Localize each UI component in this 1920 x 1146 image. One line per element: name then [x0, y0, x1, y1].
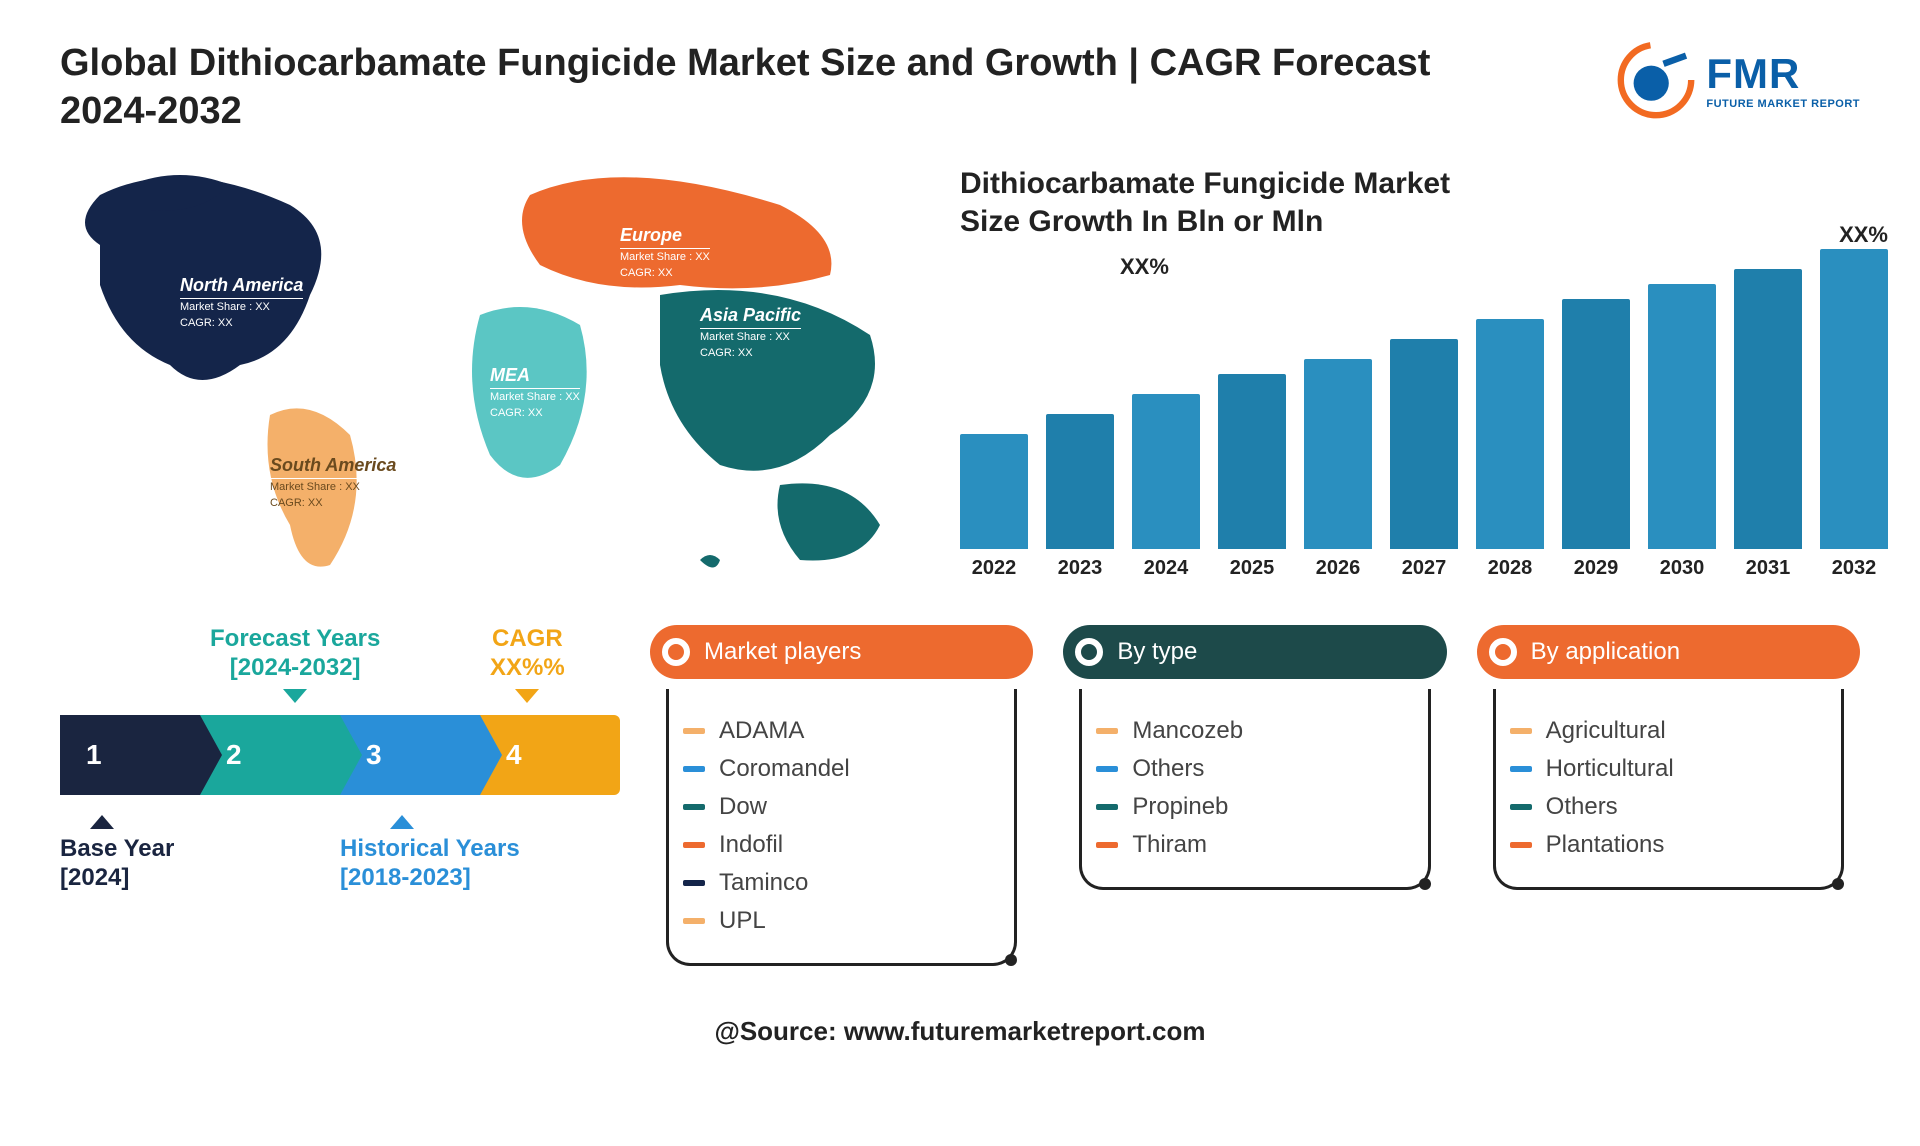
bar-year: 2029	[1574, 557, 1619, 580]
bar-column: 2028	[1476, 319, 1544, 580]
segment-item: Thiram	[1096, 831, 1413, 859]
bar-year: 2030	[1660, 557, 1705, 580]
segment-title: By type	[1117, 638, 1197, 666]
historical-range: [2018-2023]	[340, 864, 520, 893]
bar-column: 2031	[1734, 269, 1802, 580]
logo-subtext: FUTURE MARKET REPORT	[1706, 98, 1860, 110]
bar-column: 2026	[1304, 359, 1372, 580]
chevron-1: 1	[60, 715, 200, 795]
logo-text: FMR	[1706, 50, 1860, 98]
bar	[1476, 319, 1544, 549]
timeline: Forecast Years [2024-2032] CAGR XX%% 1 2…	[60, 625, 620, 966]
bar	[960, 434, 1028, 549]
segment-item: Indofil	[683, 831, 1000, 859]
cagr-value: XX%%	[490, 654, 565, 683]
bar-year: 2026	[1316, 557, 1361, 580]
bullet-icon	[1489, 638, 1517, 666]
bar-year: 2022	[972, 557, 1017, 580]
tick-icon	[683, 842, 705, 848]
bar-column: 2023	[1046, 414, 1114, 580]
segment-header: By application	[1477, 625, 1860, 679]
segment-by-application: By application Agricultural Horticultural…	[1477, 625, 1860, 966]
logo-icon	[1616, 40, 1696, 120]
tick-icon	[1096, 842, 1118, 848]
world-map: North AmericaMarket Share : XXCAGR: XX So…	[60, 165, 920, 585]
region-label: MEAMarket Share : XXCAGR: XX	[490, 365, 580, 419]
bar-year: 2024	[1144, 557, 1189, 580]
segment-item: Propineb	[1096, 793, 1413, 821]
tick-icon	[1510, 766, 1532, 772]
bar-year: 2025	[1230, 557, 1275, 580]
bar-column: 2027	[1390, 339, 1458, 580]
region-label: EuropeMarket Share : XXCAGR: XX	[620, 225, 710, 279]
base-label: Base Year	[60, 835, 174, 864]
bar-column: 2032	[1820, 249, 1888, 580]
bar	[1820, 249, 1888, 549]
bar-column: 2029	[1562, 299, 1630, 580]
tick-icon	[683, 804, 705, 810]
forecast-range: [2024-2032]	[210, 654, 380, 683]
region-label: North AmericaMarket Share : XXCAGR: XX	[180, 275, 303, 329]
bar-column: 2022	[960, 434, 1028, 580]
bar-column: 2025	[1218, 374, 1286, 580]
tick-icon	[1510, 804, 1532, 810]
segment-item: UPL	[683, 907, 1000, 935]
tick-icon	[1510, 728, 1532, 734]
bar-year: 2023	[1058, 557, 1103, 580]
tick-icon	[683, 880, 705, 886]
tick-icon	[683, 728, 705, 734]
segment-market-players: Market players ADAMA Coromandel Dow Indofil…	[650, 625, 1033, 966]
bar	[1390, 339, 1458, 549]
bar-year: 2027	[1402, 557, 1447, 580]
bar	[1734, 269, 1802, 549]
source-credit: @Source: www.futuremarketreport.com	[60, 1016, 1860, 1047]
brand-logo: FMR FUTURE MARKET REPORT	[1616, 40, 1860, 120]
bar-year: 2031	[1746, 557, 1791, 580]
chart-title: Dithiocarbamate Fungicide Market Size Gr…	[960, 165, 1480, 240]
segment-item: Mancozeb	[1096, 717, 1413, 745]
tick-icon	[1096, 728, 1118, 734]
bar-column: 2030	[1648, 284, 1716, 580]
tick-icon	[1096, 766, 1118, 772]
segment-item: Coromandel	[683, 755, 1000, 783]
region-label: South AmericaMarket Share : XXCAGR: XX	[270, 455, 396, 509]
segment-title: Market players	[704, 638, 861, 666]
tick-icon	[683, 918, 705, 924]
tick-icon	[683, 766, 705, 772]
segment-by-type: By type Mancozeb Others Propineb Thiram	[1063, 625, 1446, 966]
bar	[1046, 414, 1114, 549]
bar	[1648, 284, 1716, 549]
segment-item: Others	[1096, 755, 1413, 783]
bar	[1304, 359, 1372, 549]
bullet-icon	[662, 638, 690, 666]
segment-item: Dow	[683, 793, 1000, 821]
tick-icon	[1096, 804, 1118, 810]
bar-column: 2024	[1132, 394, 1200, 580]
segment-header: Market players	[650, 625, 1033, 679]
bar	[1562, 299, 1630, 549]
bar-year: 2028	[1488, 557, 1533, 580]
bar	[1132, 394, 1200, 549]
annot-2032: XX%	[1839, 222, 1888, 248]
historical-label: Historical Years	[340, 835, 520, 864]
segment-title: By application	[1531, 638, 1680, 666]
region-label: Asia PacificMarket Share : XXCAGR: XX	[700, 305, 801, 359]
bullet-icon	[1075, 638, 1103, 666]
bar-year: 2032	[1832, 557, 1877, 580]
segment-item: Taminco	[683, 869, 1000, 897]
segment-item: Plantations	[1510, 831, 1827, 859]
page-title: Global Dithiocarbamate Fungicide Market …	[60, 40, 1460, 135]
forecast-label: Forecast Years	[210, 625, 380, 654]
segment-item: Others	[1510, 793, 1827, 821]
bar	[1218, 374, 1286, 549]
segment-item: Agricultural	[1510, 717, 1827, 745]
annot-2024: XX%	[1120, 254, 1169, 280]
bar-chart: Dithiocarbamate Fungicide Market Size Gr…	[960, 165, 1888, 585]
segment-header: By type	[1063, 625, 1446, 679]
segment-item: Horticultural	[1510, 755, 1827, 783]
tick-icon	[1510, 842, 1532, 848]
segment-item: ADAMA	[683, 717, 1000, 745]
base-range: [2024]	[60, 864, 174, 893]
cagr-label: CAGR	[490, 625, 565, 654]
